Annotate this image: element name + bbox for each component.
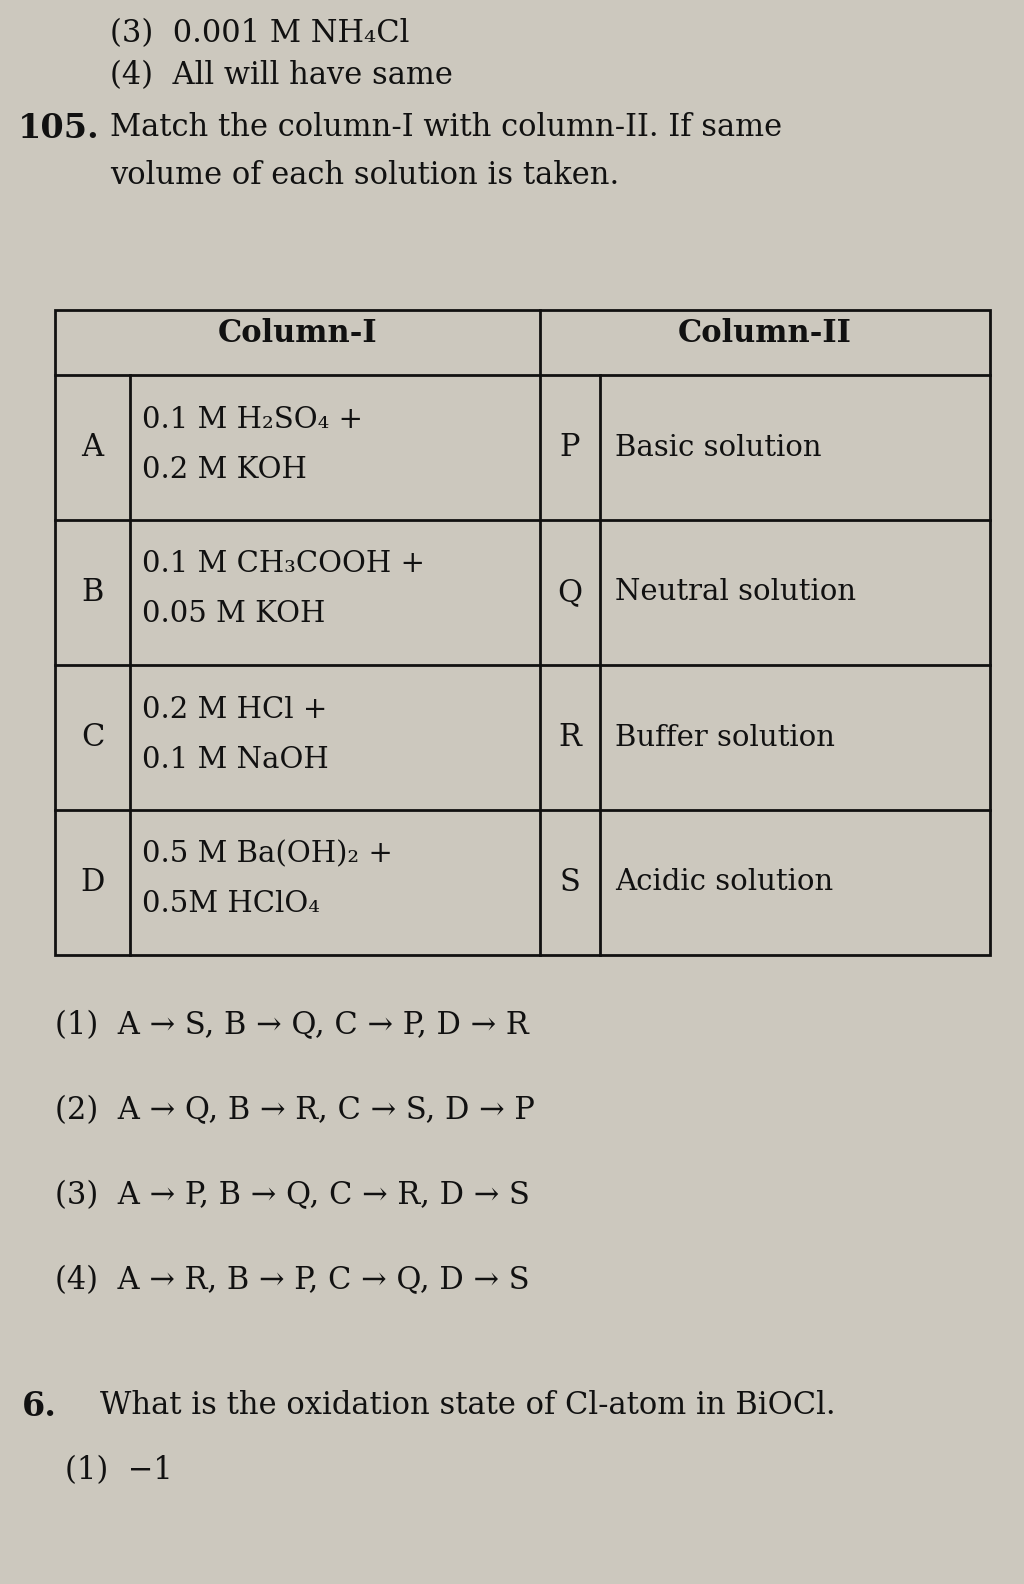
Text: (2)  A → Q, B → R, C → S, D → P: (2) A → Q, B → R, C → S, D → P [55,1095,535,1126]
Text: 105.: 105. [18,112,99,146]
Text: (4)  All will have same: (4) All will have same [110,60,453,90]
Text: 0.2 M KOH: 0.2 M KOH [142,456,307,483]
Text: 0.5M HClO₄: 0.5M HClO₄ [142,890,319,919]
Text: Column-II: Column-II [678,318,852,348]
Text: R: R [558,722,582,752]
Text: S: S [559,866,581,898]
Text: A: A [82,432,103,463]
Text: Q: Q [557,577,583,608]
Text: 0.05 M KOH: 0.05 M KOH [142,600,326,629]
Text: Neutral solution: Neutral solution [615,578,856,607]
Text: C: C [81,722,104,752]
Text: (1)  −1: (1) −1 [65,1456,173,1486]
Text: Column-I: Column-I [218,318,377,348]
Text: Acidic solution: Acidic solution [615,868,834,897]
Text: P: P [560,432,581,463]
Text: 0.1 M NaOH: 0.1 M NaOH [142,746,329,773]
Text: volume of each solution is taken.: volume of each solution is taken. [110,160,620,192]
Text: What is the oxidation state of Cl-atom in BiOCl.: What is the oxidation state of Cl-atom i… [100,1391,836,1421]
Text: (1)  A → S, B → Q, C → P, D → R: (1) A → S, B → Q, C → P, D → R [55,1011,528,1041]
Text: Buffer solution: Buffer solution [615,724,835,751]
Bar [55,310,990,955]
Text: (4)  A → R, B → P, C → Q, D → S: (4) A → R, B → P, C → Q, D → S [55,1266,529,1296]
Text: (3)  0.001 M NH₄Cl: (3) 0.001 M NH₄Cl [110,17,410,49]
Text: Match the column-I with column-II. If same: Match the column-I with column-II. If sa… [110,112,782,143]
Text: (3)  A → P, B → Q, C → R, D → S: (3) A → P, B → Q, C → R, D → S [55,1180,529,1212]
Text: D: D [80,866,104,898]
Text: Basic solution: Basic solution [615,434,821,461]
Text: B: B [81,577,103,608]
Text: 0.1 M CH₃COOH +: 0.1 M CH₃COOH + [142,551,425,578]
Text: 0.1 M H₂SO₄ +: 0.1 M H₂SO₄ + [142,406,362,434]
Text: 0.2 M HCl +: 0.2 M HCl + [142,695,328,724]
Text: 0.5 M Ba(OH)₂ +: 0.5 M Ba(OH)₂ + [142,841,393,868]
Text: 6.: 6. [22,1391,57,1422]
